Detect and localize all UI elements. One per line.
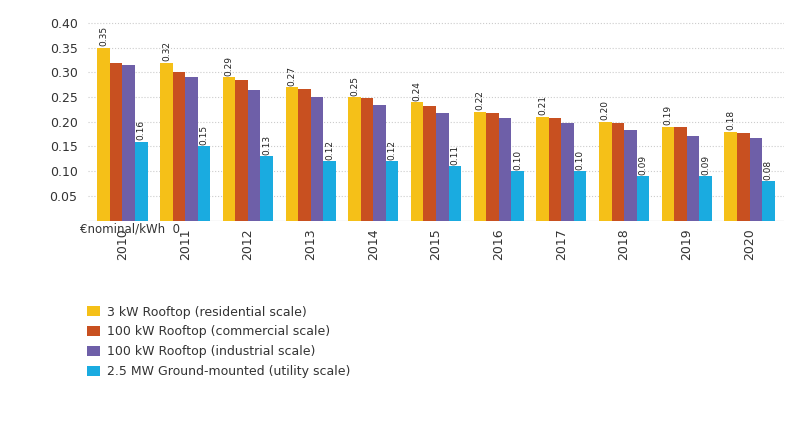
Text: 0.18: 0.18 (726, 110, 735, 130)
Text: 0.22: 0.22 (475, 90, 484, 110)
Bar (624, 130, 637, 220)
Text: 0.25: 0.25 (350, 76, 359, 96)
Text: 0.09: 0.09 (701, 154, 710, 175)
Bar (725, 132, 737, 220)
Bar (261, 157, 273, 220)
Text: 0.19: 0.19 (663, 105, 673, 125)
Text: 0.11: 0.11 (450, 145, 459, 165)
Text: 0.27: 0.27 (287, 66, 296, 86)
Bar (611, 123, 624, 220)
Bar (423, 105, 436, 220)
Bar (122, 65, 135, 220)
Bar (562, 123, 574, 220)
Text: 0.32: 0.32 (162, 41, 171, 61)
Bar (173, 72, 185, 220)
Text: 0.10: 0.10 (513, 149, 522, 170)
Bar (637, 176, 649, 220)
Bar (310, 97, 323, 220)
Bar (223, 77, 235, 220)
Bar (411, 102, 423, 220)
Text: 0.12: 0.12 (388, 140, 397, 160)
Bar (374, 105, 386, 220)
Bar (198, 146, 210, 220)
Bar (674, 127, 687, 220)
Bar (298, 89, 310, 220)
Text: 0.12: 0.12 (325, 140, 334, 160)
Text: 0.16: 0.16 (137, 120, 146, 140)
Text: 0.29: 0.29 (225, 56, 234, 76)
Bar (110, 63, 122, 220)
Legend: 3 kW Rooftop (residential scale), 100 kW Rooftop (commercial scale), 100 kW Roof: 3 kW Rooftop (residential scale), 100 kW… (87, 306, 350, 378)
Bar (699, 176, 712, 220)
Bar (687, 136, 699, 220)
Bar (662, 127, 674, 220)
Bar (574, 171, 586, 220)
Text: 0.10: 0.10 (576, 149, 585, 170)
Bar (486, 113, 498, 220)
Bar (511, 171, 524, 220)
Bar (386, 161, 398, 220)
Text: 0.20: 0.20 (601, 100, 610, 120)
Bar (248, 90, 261, 220)
Bar (286, 87, 298, 220)
Bar (436, 113, 449, 220)
Bar (599, 122, 611, 220)
Text: €nominal/kWh  0: €nominal/kWh 0 (80, 222, 180, 235)
Bar (549, 118, 562, 220)
Bar (185, 77, 198, 220)
Text: 0.24: 0.24 (413, 81, 422, 101)
Bar (762, 181, 774, 220)
Text: 0.13: 0.13 (262, 135, 271, 155)
Bar (750, 138, 762, 220)
Text: 0.09: 0.09 (638, 154, 647, 175)
Bar (498, 118, 511, 220)
Bar (536, 117, 549, 220)
Bar (361, 97, 374, 220)
Text: 0.35: 0.35 (99, 26, 108, 46)
Bar (323, 161, 336, 220)
Text: 0.21: 0.21 (538, 95, 547, 116)
Bar (160, 63, 173, 220)
Bar (235, 80, 248, 220)
Bar (737, 133, 750, 220)
Bar (449, 166, 461, 220)
Text: 0.15: 0.15 (199, 125, 209, 145)
Bar (135, 142, 147, 220)
Text: 0.08: 0.08 (764, 159, 773, 179)
Bar (98, 48, 110, 220)
Bar (348, 97, 361, 220)
Bar (474, 112, 486, 220)
